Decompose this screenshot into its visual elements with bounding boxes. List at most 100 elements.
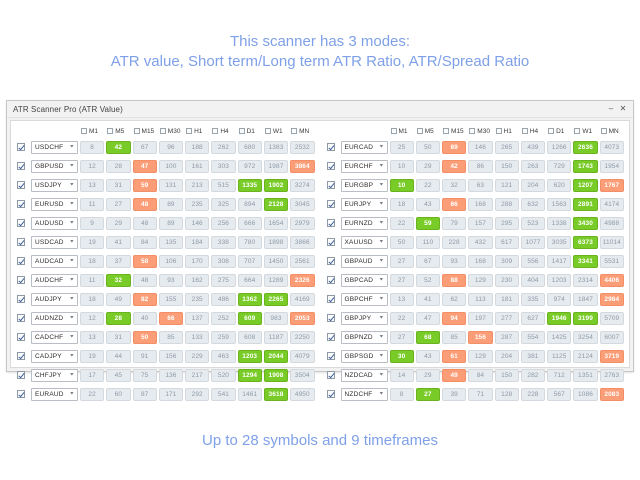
chevron-down-icon[interactable]: ▼: [68, 277, 75, 283]
timeframe-header-m15[interactable]: M15: [442, 125, 466, 137]
symbol-select[interactable]: GBPNZD ▼: [340, 328, 388, 346]
symbol-select[interactable]: GBPCHF ▼: [340, 290, 388, 308]
checkbox-checked-icon[interactable]: [17, 332, 25, 341]
timeframe-header-h4[interactable]: H4: [211, 125, 235, 137]
checkbox-checked-icon[interactable]: [326, 313, 335, 322]
checkbox-icon[interactable]: [416, 127, 423, 134]
timeframe-header-m30[interactable]: M30: [159, 125, 183, 137]
checkbox-checked-icon[interactable]: [326, 142, 335, 151]
checkbox-checked-icon[interactable]: [326, 370, 335, 379]
timeframe-header-mn[interactable]: MN: [600, 125, 624, 137]
checkbox-icon[interactable]: [107, 127, 114, 134]
checkbox-icon[interactable]: [238, 127, 245, 134]
symbol-combobox[interactable]: AUDJPY ▼: [31, 292, 78, 306]
symbol-combobox[interactable]: AUDNZD ▼: [31, 311, 78, 325]
row-enable-checkbox[interactable]: [326, 385, 339, 403]
timeframe-header-h1[interactable]: H1: [495, 125, 519, 137]
symbol-combobox[interactable]: EURJPY ▼: [340, 197, 388, 211]
symbol-combobox[interactable]: CHFJPY ▼: [31, 368, 78, 382]
symbol-select[interactable]: CHFJPY ▼: [31, 366, 78, 384]
chevron-down-icon[interactable]: ▼: [68, 201, 75, 207]
checkbox-checked-icon[interactable]: [326, 256, 335, 265]
checkbox-icon[interactable]: [159, 127, 166, 134]
row-enable-checkbox[interactable]: [326, 271, 339, 289]
checkbox-checked-icon[interactable]: [17, 199, 25, 208]
close-icon[interactable]: ✕: [619, 104, 627, 113]
checkbox-checked-icon[interactable]: [326, 161, 335, 170]
symbol-select[interactable]: USDJPY ▼: [31, 176, 78, 194]
checkbox-icon[interactable]: [186, 127, 193, 134]
row-enable-checkbox[interactable]: [17, 366, 29, 384]
symbol-combobox[interactable]: EURUSD ▼: [31, 197, 78, 211]
symbol-combobox[interactable]: GBPCAD ▼: [340, 273, 388, 287]
chevron-down-icon[interactable]: ▼: [68, 296, 75, 302]
row-enable-checkbox[interactable]: [326, 309, 339, 327]
symbol-combobox[interactable]: EURCHF ▼: [340, 159, 388, 173]
checkbox-icon[interactable]: [548, 127, 555, 134]
symbol-select[interactable]: EURJPY ▼: [340, 195, 388, 213]
symbol-combobox[interactable]: AUDUSD ▼: [31, 216, 78, 230]
chevron-down-icon[interactable]: ▼: [68, 334, 75, 340]
checkbox-icon[interactable]: [133, 127, 140, 134]
checkbox-checked-icon[interactable]: [17, 351, 25, 360]
chevron-down-icon[interactable]: ▼: [68, 353, 75, 359]
chevron-down-icon[interactable]: ▼: [378, 296, 385, 302]
checkbox-checked-icon[interactable]: [326, 332, 335, 341]
chevron-down-icon[interactable]: ▼: [378, 315, 385, 321]
checkbox-icon[interactable]: [264, 127, 271, 134]
chevron-down-icon[interactable]: ▼: [68, 182, 75, 188]
row-enable-checkbox[interactable]: [17, 290, 29, 308]
timeframe-header-d1[interactable]: D1: [238, 125, 262, 137]
row-enable-checkbox[interactable]: [326, 328, 339, 346]
row-enable-checkbox[interactable]: [326, 252, 339, 270]
symbol-select[interactable]: AUDCHF ▼: [31, 271, 78, 289]
row-enable-checkbox[interactable]: [326, 366, 339, 384]
symbol-select[interactable]: AUDUSD ▼: [31, 214, 78, 232]
symbol-select[interactable]: CADCHF ▼: [31, 328, 78, 346]
symbol-combobox[interactable]: USDCHF ▼: [31, 140, 78, 154]
timeframe-header-d1[interactable]: D1: [547, 125, 571, 137]
symbol-select[interactable]: AUDJPY ▼: [31, 290, 78, 308]
row-enable-checkbox[interactable]: [17, 252, 29, 270]
symbol-combobox[interactable]: GBPJPY ▼: [340, 311, 388, 325]
row-enable-checkbox[interactable]: [326, 176, 339, 194]
checkbox-icon[interactable]: [81, 127, 87, 134]
timeframe-header-w1[interactable]: W1: [573, 125, 597, 137]
timeframe-header-m15[interactable]: M15: [133, 125, 157, 137]
chevron-down-icon[interactable]: ▼: [68, 144, 75, 150]
row-enable-checkbox[interactable]: [17, 309, 29, 327]
minimize-icon[interactable]: –: [608, 104, 614, 113]
symbol-select[interactable]: GBPSGD ▼: [340, 347, 388, 365]
checkbox-checked-icon[interactable]: [17, 313, 25, 322]
row-enable-checkbox[interactable]: [326, 214, 339, 232]
checkbox-checked-icon[interactable]: [17, 161, 25, 170]
symbol-combobox[interactable]: GBPAUD ▼: [340, 254, 388, 268]
symbol-select[interactable]: NZDCAD ▼: [340, 366, 388, 384]
symbol-select[interactable]: EURNZD ▼: [340, 214, 388, 232]
row-enable-checkbox[interactable]: [326, 290, 339, 308]
checkbox-icon[interactable]: [521, 127, 528, 134]
symbol-combobox[interactable]: EURAUD ▼: [31, 387, 78, 401]
symbol-combobox[interactable]: GBPCHF ▼: [340, 292, 388, 306]
chevron-down-icon[interactable]: ▼: [378, 201, 385, 207]
chevron-down-icon[interactable]: ▼: [68, 220, 75, 226]
chevron-down-icon[interactable]: ▼: [378, 277, 385, 283]
checkbox-checked-icon[interactable]: [326, 275, 335, 284]
checkbox-checked-icon[interactable]: [326, 199, 335, 208]
checkbox-checked-icon[interactable]: [17, 237, 25, 246]
timeframe-header-h4[interactable]: H4: [521, 125, 545, 137]
checkbox-icon[interactable]: [291, 127, 298, 134]
symbol-combobox[interactable]: GBPNZD ▼: [340, 330, 388, 344]
chevron-down-icon[interactable]: ▼: [378, 163, 385, 169]
symbol-select[interactable]: GBPUSD ▼: [31, 157, 78, 175]
symbol-combobox[interactable]: AUDCHF ▼: [31, 273, 78, 287]
timeframe-header-m30[interactable]: M30: [468, 125, 492, 137]
symbol-select[interactable]: AUDCAD ▼: [31, 252, 78, 270]
checkbox-checked-icon[interactable]: [17, 294, 25, 303]
timeframe-header-m1[interactable]: M1: [80, 125, 104, 137]
symbol-combobox[interactable]: NZDCAD ▼: [340, 368, 388, 382]
row-enable-checkbox[interactable]: [326, 138, 339, 156]
chevron-down-icon[interactable]: ▼: [378, 334, 385, 340]
symbol-select[interactable]: XAUUSD ▼: [340, 233, 388, 251]
checkbox-checked-icon[interactable]: [17, 180, 25, 189]
